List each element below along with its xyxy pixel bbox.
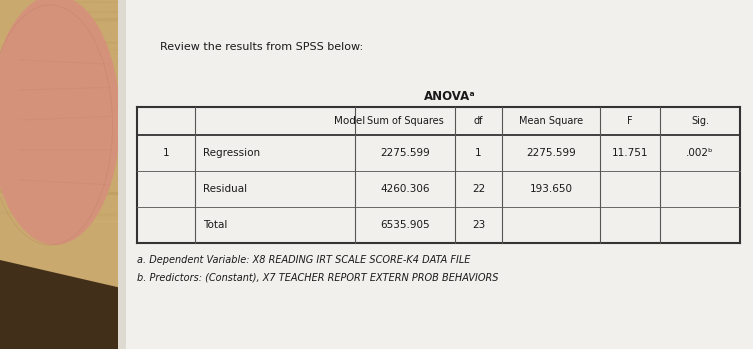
Text: .002ᵇ: .002ᵇ bbox=[686, 148, 714, 158]
Text: 6535.905: 6535.905 bbox=[380, 220, 430, 230]
Text: 23: 23 bbox=[472, 220, 485, 230]
Text: a. Dependent Variable: X8 READING IRT SCALE SCORE-K4 DATA FILE: a. Dependent Variable: X8 READING IRT SC… bbox=[137, 255, 471, 265]
Text: Sum of Squares: Sum of Squares bbox=[367, 116, 444, 126]
Text: 1: 1 bbox=[163, 148, 169, 158]
Text: df: df bbox=[474, 116, 483, 126]
Text: Total: Total bbox=[203, 220, 227, 230]
Text: 2275.599: 2275.599 bbox=[380, 148, 430, 158]
Text: 193.650: 193.650 bbox=[529, 184, 572, 194]
Text: Residual: Residual bbox=[203, 184, 247, 194]
Bar bbox=[118, 0, 126, 349]
Text: 1: 1 bbox=[475, 148, 482, 158]
Text: F: F bbox=[627, 116, 633, 126]
Text: ANOVAᵃ: ANOVAᵃ bbox=[424, 90, 476, 103]
Text: 11.751: 11.751 bbox=[611, 148, 648, 158]
Polygon shape bbox=[0, 260, 130, 349]
Text: Model: Model bbox=[334, 116, 365, 126]
Text: Review the results from SPSS below:: Review the results from SPSS below: bbox=[160, 42, 363, 52]
Ellipse shape bbox=[0, 0, 120, 245]
Text: Sig.: Sig. bbox=[691, 116, 709, 126]
Text: 22: 22 bbox=[472, 184, 485, 194]
Text: Regression: Regression bbox=[203, 148, 260, 158]
Text: 2275.599: 2275.599 bbox=[526, 148, 576, 158]
Text: 4260.306: 4260.306 bbox=[380, 184, 430, 194]
Bar bbox=[118, 0, 753, 349]
Text: Mean Square: Mean Square bbox=[519, 116, 583, 126]
Text: b. Predictors: (Constant), X7 TEACHER REPORT EXTERN PROB BEHAVIORS: b. Predictors: (Constant), X7 TEACHER RE… bbox=[137, 273, 498, 283]
